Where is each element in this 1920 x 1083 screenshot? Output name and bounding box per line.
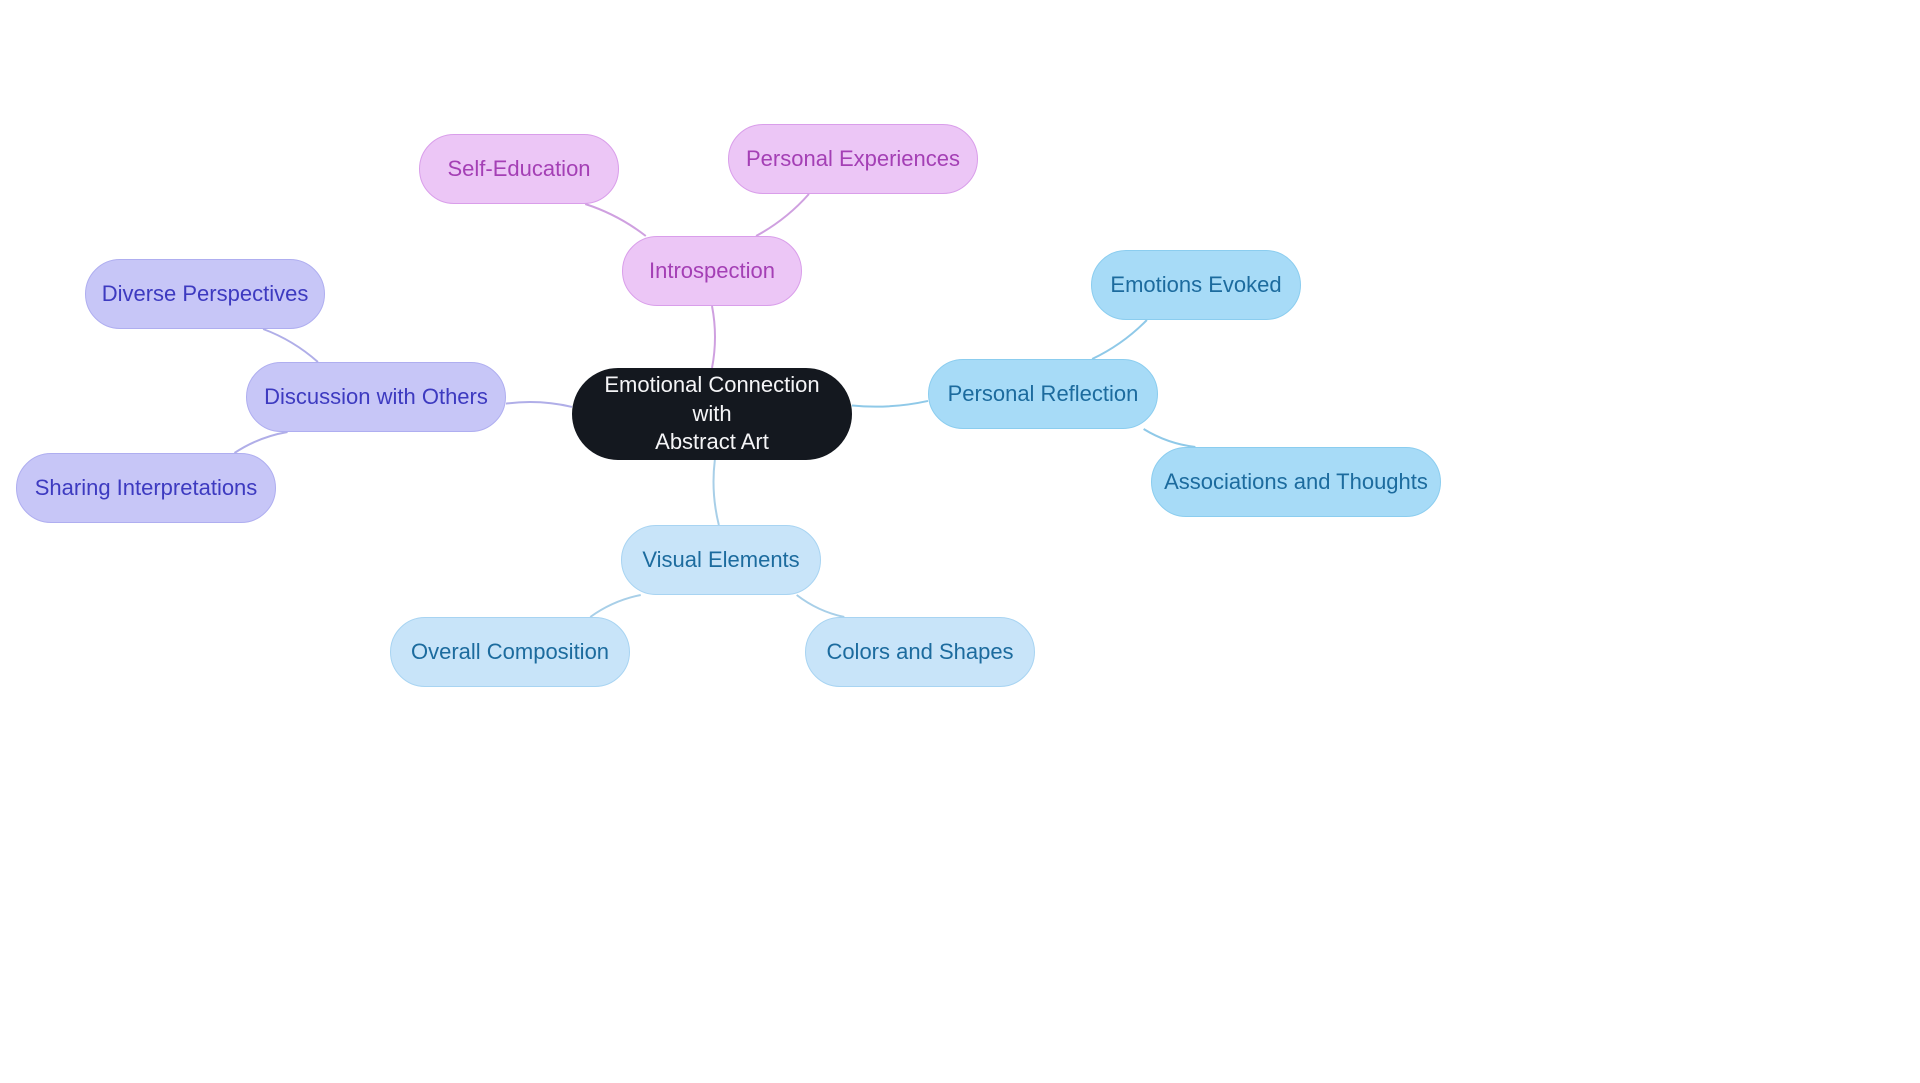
edge-pref-assoc	[1144, 429, 1196, 447]
node-label: Associations and Thoughts	[1164, 468, 1428, 497]
node-label: Emotional Connection withAbstract Art	[601, 371, 823, 457]
node-label: Colors and Shapes	[826, 638, 1013, 667]
edge-center-disc	[506, 402, 572, 407]
edge-center-intro	[712, 306, 715, 368]
edge-pref-emoev	[1092, 320, 1147, 359]
node-label: Sharing Interpretations	[35, 474, 258, 503]
node-visual: Visual Elements	[621, 525, 821, 595]
edge-intro-persexp	[756, 194, 809, 236]
edge-center-visual	[714, 460, 719, 525]
node-emoev: Emotions Evoked	[1091, 250, 1301, 320]
edge-visual-overall	[590, 595, 640, 617]
node-overall: Overall Composition	[390, 617, 630, 687]
node-center: Emotional Connection withAbstract Art	[572, 368, 852, 460]
node-label: Introspection	[649, 257, 775, 286]
node-disc: Discussion with Others	[246, 362, 506, 432]
node-label: Visual Elements	[642, 546, 799, 575]
node-divp: Diverse Perspectives	[85, 259, 325, 329]
edge-disc-divp	[263, 329, 318, 362]
node-assoc: Associations and Thoughts	[1151, 447, 1441, 517]
node-colors: Colors and Shapes	[805, 617, 1035, 687]
node-label: Emotions Evoked	[1110, 271, 1281, 300]
node-label: Personal Reflection	[948, 380, 1139, 409]
mindmap-canvas: Emotional Connection withAbstract Art Int…	[0, 0, 1920, 1083]
node-label: Personal Experiences	[746, 145, 960, 174]
node-label: Diverse Perspectives	[102, 280, 309, 309]
node-selfedu: Self-Education	[419, 134, 619, 204]
edge-center-pref	[852, 401, 928, 407]
node-label: Self-Education	[447, 155, 590, 184]
node-label: Discussion with Others	[264, 383, 488, 412]
edge-disc-sharing	[234, 432, 287, 453]
node-sharing: Sharing Interpretations	[16, 453, 276, 523]
node-persexp: Personal Experiences	[728, 124, 978, 194]
edge-intro-selfedu	[585, 204, 646, 236]
node-label: Overall Composition	[411, 638, 609, 667]
node-pref: Personal Reflection	[928, 359, 1158, 429]
node-intro: Introspection	[622, 236, 802, 306]
edge-visual-colors	[797, 595, 845, 617]
